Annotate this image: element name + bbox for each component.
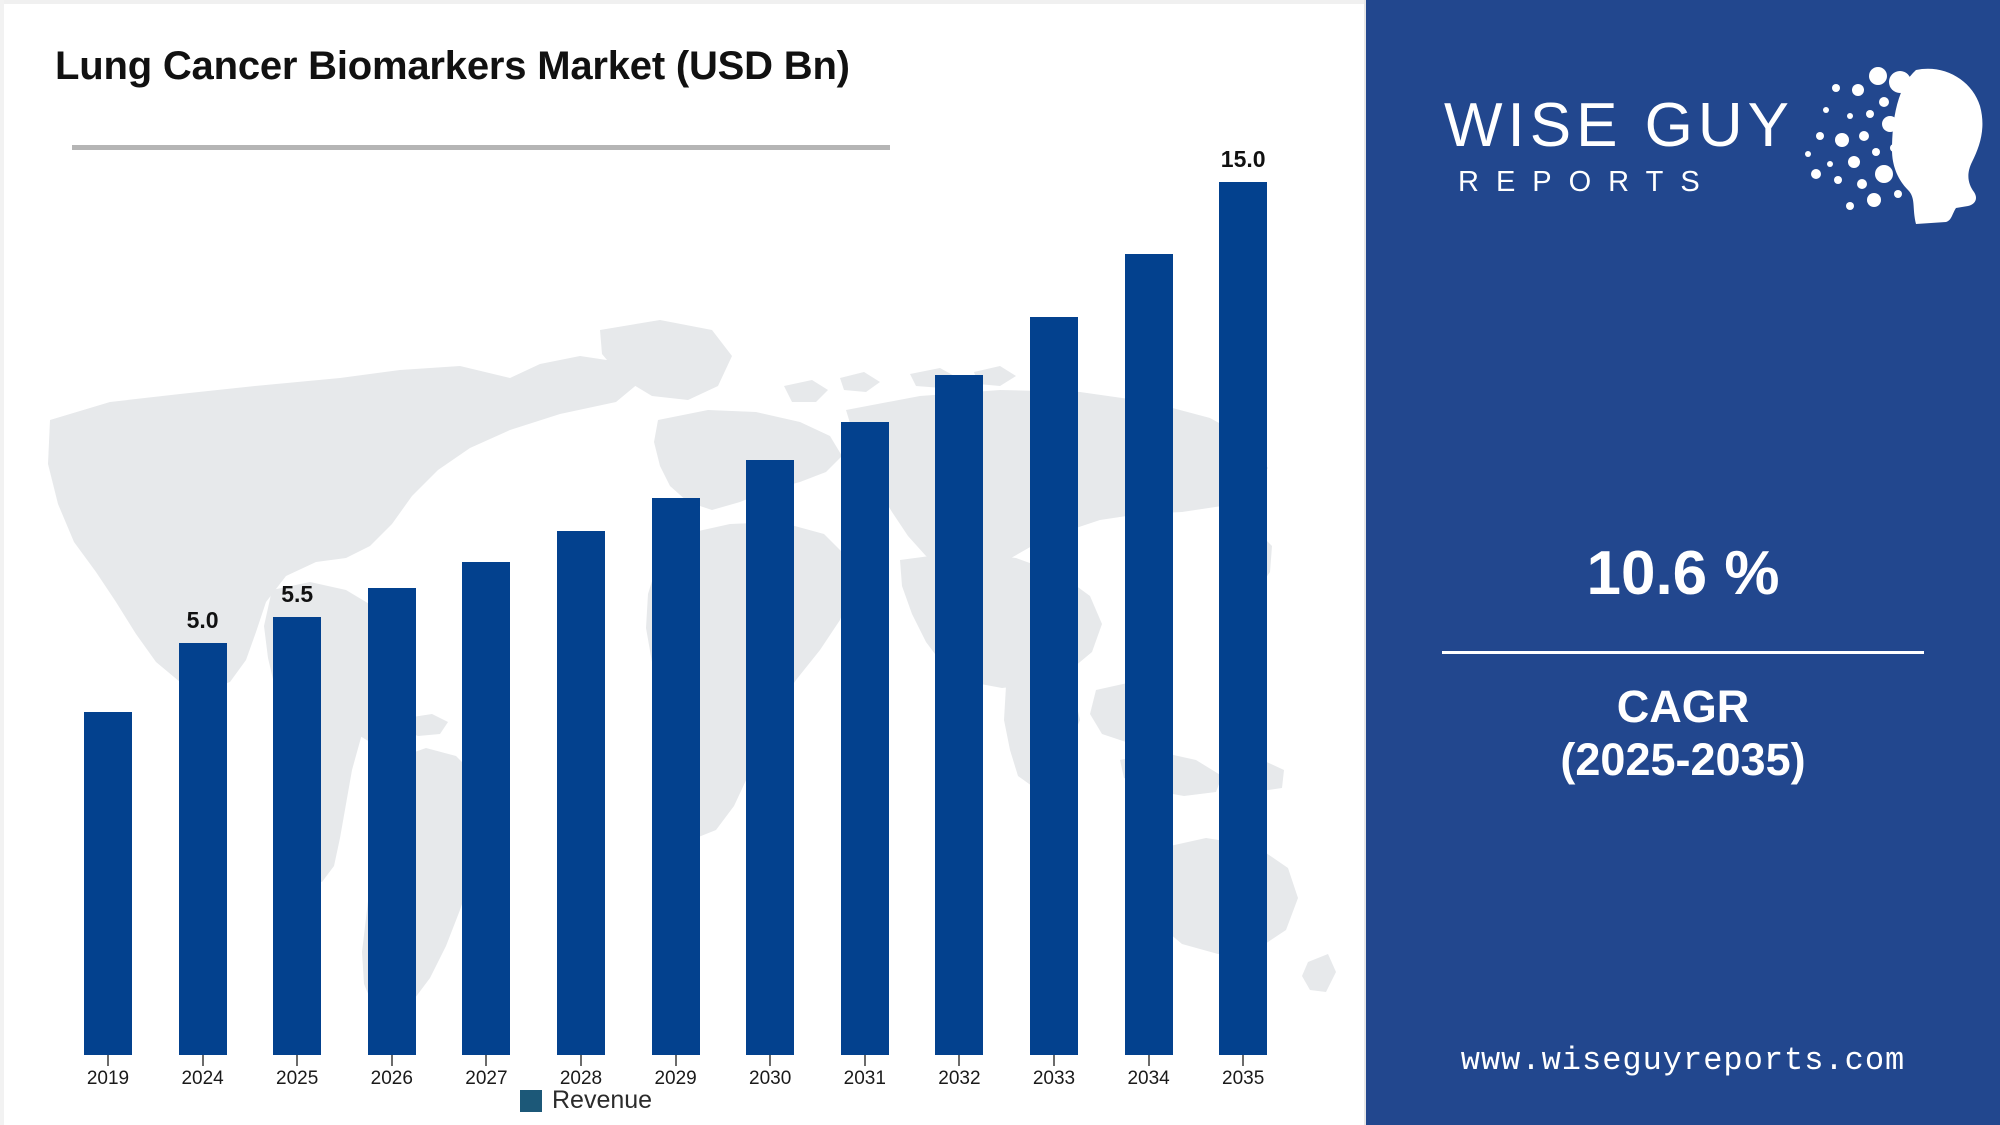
- bar-2033: [1030, 317, 1078, 1055]
- bar-2031: [840, 422, 889, 1055]
- bar-value-label-2024: 5.0: [186, 607, 219, 633]
- logo-primary-text: WISE GUY: [1444, 91, 1795, 160]
- cagr-caption-line1: CAGR: [1616, 681, 1750, 732]
- x-axis-tick-2034: [1147, 1055, 1150, 1066]
- website-url: www.wiseguyreports.com: [1460, 1042, 1906, 1079]
- x-axis-tick-2027: [485, 1055, 488, 1066]
- x-axis-label-2029: 2029: [654, 1068, 697, 1089]
- x-axis-tick-2031: [863, 1055, 866, 1066]
- title-divider: [72, 145, 890, 150]
- bar-2032: [935, 375, 984, 1055]
- x-axis-tick-2032: [958, 1055, 961, 1066]
- x-axis-tick-2025: [296, 1055, 299, 1066]
- legend-swatch-icon: [520, 1089, 542, 1112]
- x-axis-label-2026: 2026: [370, 1068, 413, 1089]
- cagr-divider: [1442, 651, 1924, 654]
- bar-2025: [273, 617, 322, 1055]
- page-title: Lung Cancer Biomarkers Market (USD Bn): [55, 44, 850, 88]
- x-axis-tick-2035: [1242, 1055, 1245, 1066]
- cagr-value: 10.6 %: [1586, 539, 1780, 608]
- bar-2024: [178, 643, 227, 1055]
- bar-2030: [746, 460, 795, 1055]
- x-axis-label-2024: 2024: [181, 1068, 224, 1089]
- panel-left-edge: [0, 0, 4, 1125]
- x-axis-label-2027: 2027: [465, 1068, 508, 1089]
- x-axis-label-2031: 2031: [843, 1068, 886, 1089]
- dotted-head-profile-icon: [1766, 58, 1996, 226]
- x-axis-label-2028: 2028: [559, 1068, 603, 1089]
- x-axis-label-2033: 2033: [1032, 1068, 1076, 1089]
- panel-top-edge: [0, 0, 1364, 4]
- wiseguyreports-logo: WISE GUY REPORTS: [1366, 62, 2000, 224]
- bar-2027: [462, 562, 511, 1055]
- bar-value-label-2025: 5.5: [281, 581, 314, 607]
- bar-2019: [84, 712, 132, 1055]
- x-axis-tick-2019: [107, 1055, 109, 1066]
- bar-2029: [651, 498, 700, 1055]
- x-axis-label-2035: 2035: [1222, 1068, 1265, 1089]
- brand-panel: WISE GUY REPORTS: [1366, 0, 2000, 1125]
- cagr-caption-line2: (2025-2035): [1560, 734, 1806, 786]
- legend-label: Revenue: [552, 1086, 653, 1114]
- x-axis-tick-2026: [390, 1055, 393, 1066]
- x-axis-label-2019: 2019: [86, 1068, 130, 1089]
- chart-legend: Revenue: [520, 1086, 652, 1115]
- x-axis-label-2034: 2034: [1127, 1068, 1170, 1089]
- x-axis-tick-2030: [769, 1055, 772, 1066]
- logo-secondary-text: REPORTS: [1458, 166, 1717, 198]
- bar-2035: [1219, 182, 1268, 1055]
- x-axis-tick-2024: [201, 1055, 204, 1066]
- x-axis-tick-2029: [674, 1055, 677, 1066]
- bar-2034: [1124, 254, 1173, 1055]
- x-axis-tick-2033: [1053, 1055, 1055, 1066]
- x-axis-label-2032: 2032: [938, 1068, 981, 1089]
- x-axis-label-2030: 2030: [749, 1068, 792, 1089]
- x-axis-tick-2028: [580, 1055, 582, 1066]
- bar-2026: [367, 588, 416, 1055]
- bar-value-label-2035: 15.0: [1220, 146, 1266, 172]
- chart-panel: Lung Cancer Biomarkers Market (USD Bn): [0, 0, 1366, 1125]
- x-axis-label-2025: 2025: [276, 1068, 319, 1089]
- cagr-caption: CAGR (2025-2035): [1366, 680, 2000, 786]
- bar-2028: [557, 531, 605, 1055]
- bar-chart-plot: 2019 5.0 2024 5.5 2025 2026 2027 2028 2029 2030 20…: [84, 146, 1268, 1089]
